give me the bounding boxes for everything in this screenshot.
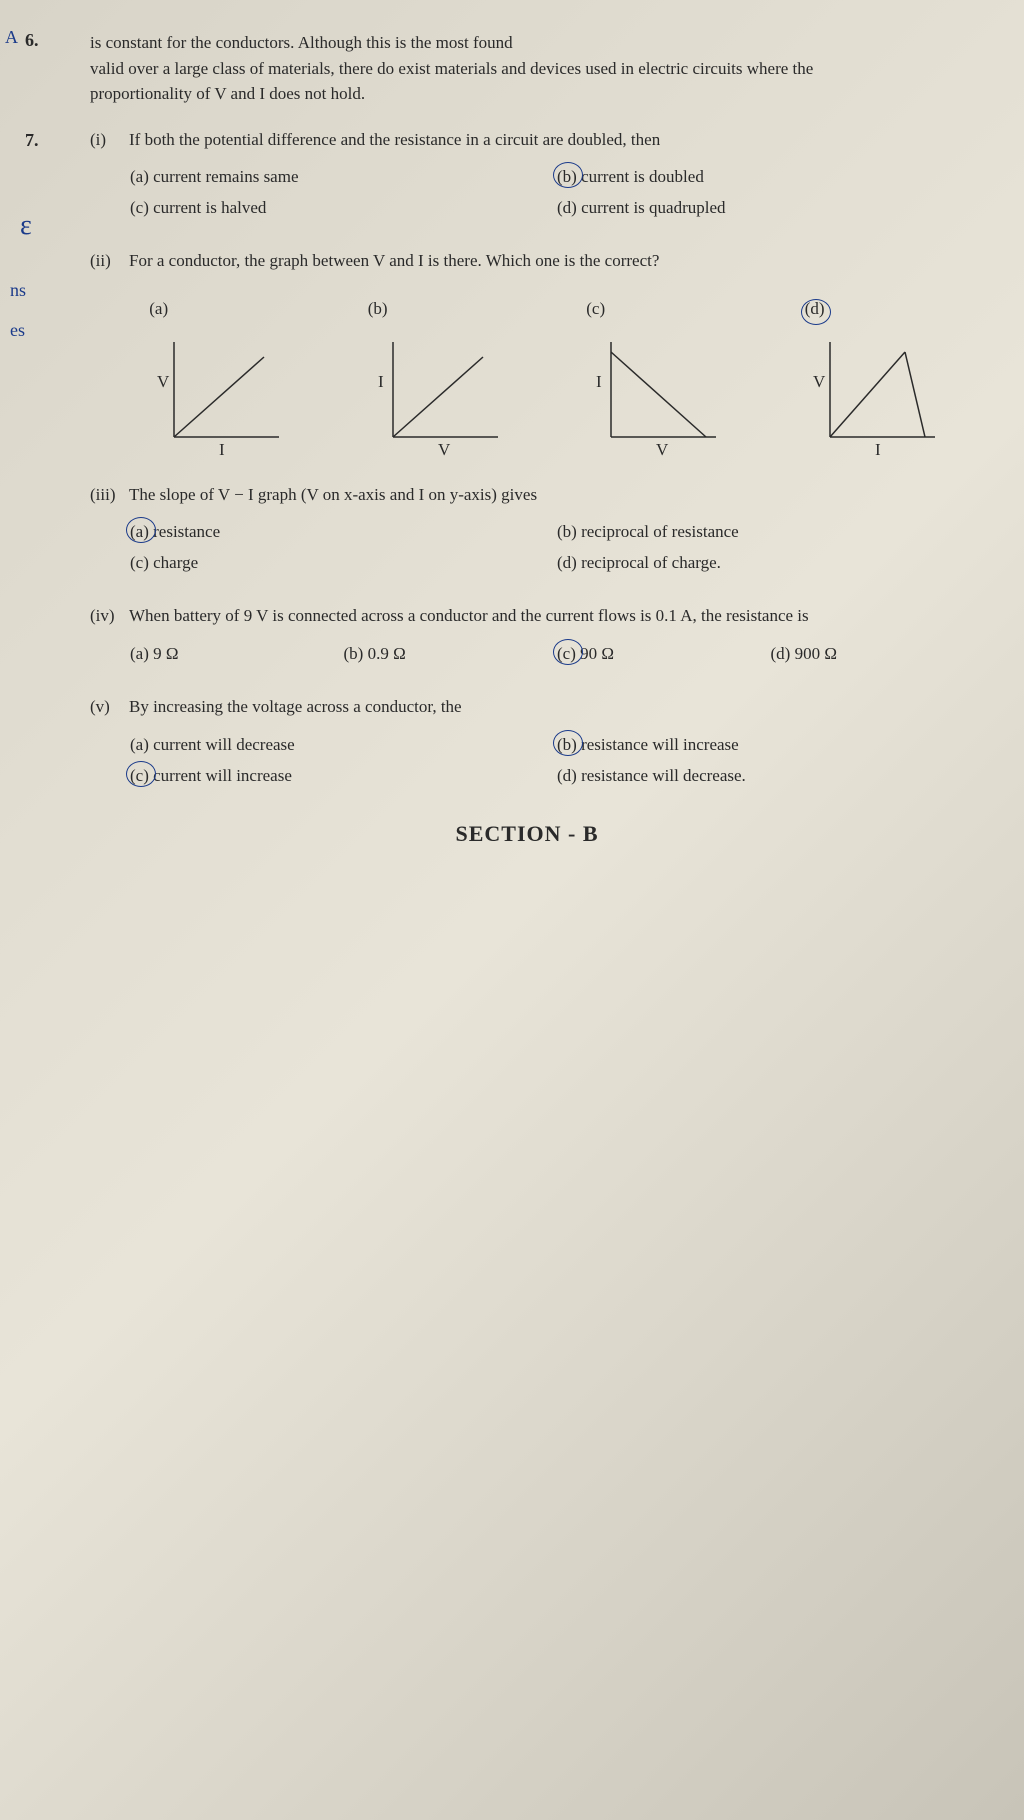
q5-opt-b: (b) resistance will increase bbox=[557, 730, 984, 761]
q4-text: When battery of 9 V is connected across … bbox=[129, 606, 809, 625]
svg-text:V: V bbox=[813, 372, 826, 391]
handwritten-e: ε bbox=[20, 210, 32, 242]
graph-b-container: (b) I V bbox=[368, 299, 508, 457]
q4-opt-d: (d) 900 Ω bbox=[771, 639, 985, 670]
q1-opt-a: (a) current remains same bbox=[130, 162, 557, 193]
graph-c-svg: I V bbox=[586, 327, 726, 457]
question-1: (i) If both the potential difference and… bbox=[70, 127, 984, 224]
intro-paragraph: is constant for the conductors. Although… bbox=[70, 30, 984, 107]
margin-num-6: 6. bbox=[25, 30, 39, 51]
intro-line2: valid over a large class of materials, t… bbox=[90, 59, 813, 78]
graph-a-label: (a) bbox=[149, 299, 168, 319]
q4-opt-b: (b) 0.9 Ω bbox=[344, 639, 558, 670]
q5-opt-c: (c) current will increase bbox=[130, 761, 557, 792]
svg-text:V: V bbox=[656, 440, 669, 457]
q2-graphs-row: (a) V I (b) I V bbox=[90, 299, 984, 457]
q3-options: (a) resistance (b) reciprocal of resista… bbox=[90, 517, 984, 578]
q1-opt-d: (d) current is quadrupled bbox=[557, 193, 984, 224]
q5-num: (v) bbox=[90, 697, 125, 717]
section-b-header: SECTION - B bbox=[70, 821, 984, 847]
intro-line1: is constant for the conductors. Although… bbox=[90, 33, 513, 52]
svg-text:I: I bbox=[378, 372, 384, 391]
q3-opt-a: (a) resistance bbox=[130, 517, 557, 548]
q4-opt-c: (c) 90 Ω bbox=[557, 639, 771, 670]
intro-line3: proportionality of V and I does not hold… bbox=[90, 84, 365, 103]
q1-text: If both the potential difference and the… bbox=[129, 130, 660, 149]
question-4: (iv) When battery of 9 V is connected ac… bbox=[70, 603, 984, 669]
question-3: (iii) The slope of V − I graph (V on x-a… bbox=[70, 482, 984, 579]
graph-d-svg: V I bbox=[805, 327, 945, 457]
q4-num: (iv) bbox=[90, 606, 125, 626]
q1-opt-b: (b) current is doubled bbox=[557, 162, 984, 193]
graph-d-label: (d) bbox=[805, 299, 825, 319]
q3-num: (iii) bbox=[90, 485, 125, 505]
q1-options: (a) current remains same (b) current is … bbox=[90, 162, 984, 223]
svg-text:V: V bbox=[438, 440, 451, 457]
graph-a-container: (a) V I bbox=[149, 299, 289, 457]
q5-text: By increasing the voltage across a condu… bbox=[129, 697, 462, 716]
svg-text:I: I bbox=[875, 440, 881, 457]
graph-d-container: (d) V I bbox=[805, 299, 945, 457]
svg-text:I: I bbox=[596, 372, 602, 391]
q3-text: The slope of V − I graph (V on x-axis an… bbox=[129, 485, 537, 504]
graph-b-label: (b) bbox=[368, 299, 388, 319]
q1-opt-c: (c) current is halved bbox=[130, 193, 557, 224]
q2-text: For a conductor, the graph between V and… bbox=[129, 251, 659, 270]
q5-opt-d: (d) resistance will decrease. bbox=[557, 761, 984, 792]
q4-options: (a) 9 Ω (b) 0.9 Ω (c) 90 Ω (d) 900 Ω bbox=[90, 639, 984, 670]
handwritten-es: es bbox=[10, 320, 25, 341]
q5-options: (a) current will decrease (b) resistance… bbox=[90, 730, 984, 791]
graph-c-container: (c) I V bbox=[586, 299, 726, 457]
graph-a-svg: V I bbox=[149, 327, 289, 457]
q2-num: (ii) bbox=[90, 251, 125, 271]
svg-text:V: V bbox=[157, 372, 170, 391]
q3-opt-d: (d) reciprocal of charge. bbox=[557, 548, 984, 579]
handwritten-ns: ns bbox=[10, 280, 26, 301]
q3-opt-b: (b) reciprocal of resistance bbox=[557, 517, 984, 548]
graph-c-label: (c) bbox=[586, 299, 605, 319]
question-5: (v) By increasing the voltage across a c… bbox=[70, 694, 984, 791]
handwritten-a: A bbox=[5, 27, 18, 48]
page-content: 6. A is constant for the conductors. Alt… bbox=[70, 30, 984, 847]
q1-num: (i) bbox=[90, 130, 125, 150]
svg-text:I: I bbox=[219, 440, 225, 457]
q3-opt-c: (c) charge bbox=[130, 548, 557, 579]
q4-opt-a: (a) 9 Ω bbox=[130, 639, 344, 670]
q5-opt-a: (a) current will decrease bbox=[130, 730, 557, 761]
margin-num-7: 7. bbox=[25, 130, 39, 151]
question-2: (ii) For a conductor, the graph between … bbox=[70, 248, 984, 457]
graph-b-svg: I V bbox=[368, 327, 508, 457]
